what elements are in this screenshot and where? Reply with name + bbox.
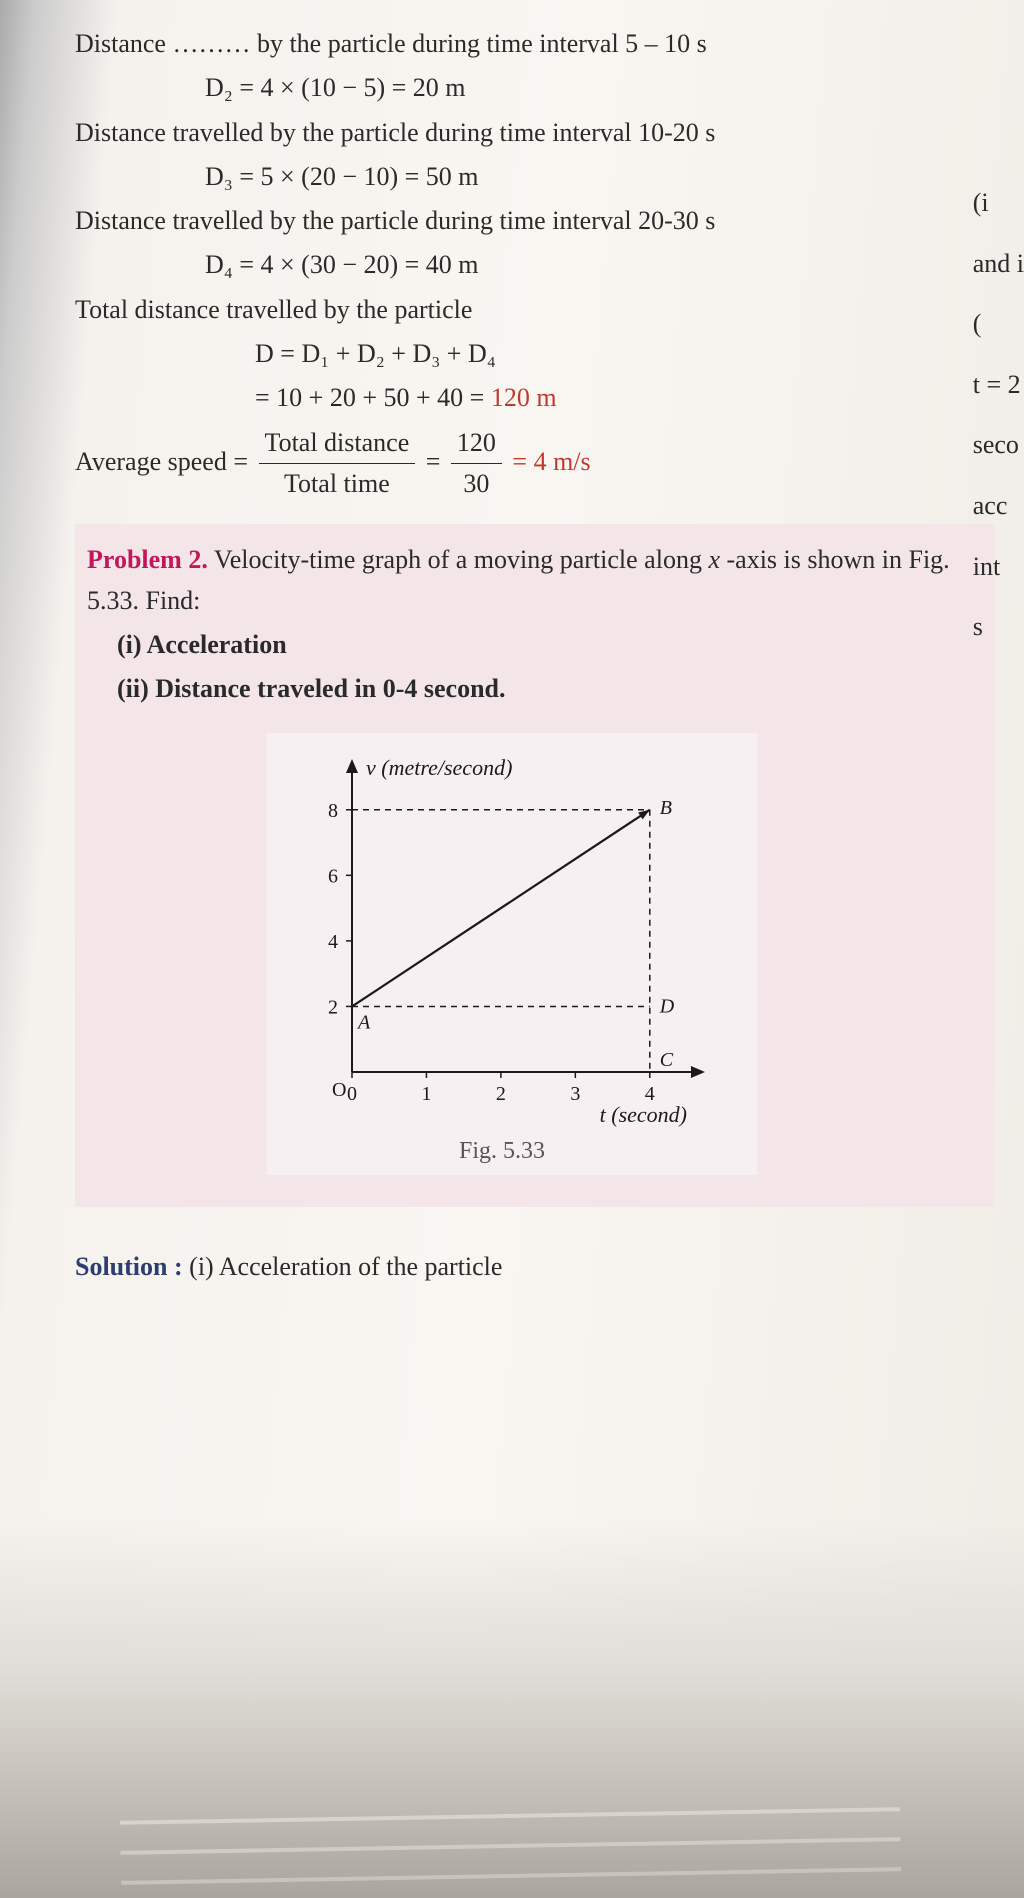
svg-text:0: 0: [347, 1083, 357, 1105]
avg-fraction-1: Total distance Total time: [259, 423, 416, 505]
svg-text:2: 2: [496, 1083, 506, 1105]
right-fragment: (: [973, 297, 1024, 352]
svg-text:C: C: [660, 1049, 674, 1071]
svg-text:t (second): t (second): [600, 1102, 687, 1127]
problem-block: Problem 2. Velocity-time graph of a movi…: [75, 524, 994, 1207]
problem-item-ii: (ii) Distance traveled in 0-4 second.: [117, 669, 982, 709]
right-fragment: int: [973, 540, 1024, 595]
problem-item-i: (i) Acceleration: [117, 625, 982, 665]
velocity-time-chart: 012342468ABCDOv (metre/second)t (second)…: [267, 733, 757, 1175]
avg-label: Average speed =: [75, 446, 255, 475]
avg-mid: =: [426, 446, 447, 475]
svg-text:6: 6: [328, 866, 338, 888]
eq-total2-result: 120 m: [491, 383, 557, 412]
figure-caption: Fig. 5.33: [287, 1138, 717, 1165]
right-fragment: acc: [973, 479, 1024, 534]
svg-text:8: 8: [328, 800, 338, 822]
right-fragment: s: [973, 600, 1024, 655]
right-fragment: t = 2: [973, 358, 1024, 413]
problem-statement: Problem 2. Velocity-time graph of a movi…: [87, 540, 982, 621]
svg-text:1: 1: [421, 1083, 431, 1105]
svg-text:O: O: [332, 1079, 346, 1101]
solution-line: Solution : (i) Acceleration of the parti…: [75, 1247, 994, 1287]
average-speed-line: Average speed = Total distance Total tim…: [75, 423, 994, 505]
chart-svg: 012342468ABCDOv (metre/second)t (second): [287, 747, 717, 1127]
right-fragment: (i: [973, 176, 1024, 231]
problem-var-x: x: [708, 545, 720, 574]
problem-label: Problem 2.: [87, 545, 208, 574]
intro-d3: Distance travelled by the particle durin…: [75, 113, 994, 153]
svg-text:A: A: [356, 1012, 371, 1034]
equation-total-2: = 10 + 20 + 50 + 40 = 120 m: [255, 378, 994, 418]
avg-frac2-den: 30: [451, 464, 502, 504]
svg-text:B: B: [660, 797, 672, 819]
avg-fraction-2: 120 30: [451, 423, 502, 505]
eq-total2-prefix: = 10 + 20 + 50 + 40 =: [255, 383, 491, 412]
total-intro: Total distance travelled by the particle: [75, 290, 994, 330]
equation-total-1: D = D₁ + D₂ + D₃ + D₄: [255, 334, 994, 374]
book-page-edge: [0, 1518, 1024, 1898]
avg-result: = 4 m/s: [512, 446, 590, 475]
avg-frac2-num: 120: [451, 423, 502, 464]
svg-text:3: 3: [570, 1083, 580, 1105]
svg-text:2: 2: [328, 997, 338, 1019]
intro-d4: Distance travelled by the particle durin…: [75, 201, 994, 241]
right-fragment: and i: [973, 237, 1024, 292]
right-page-fragments: (i and i( t = 2seco acc ints: [973, 170, 1024, 661]
solution-label: Solution :: [75, 1252, 183, 1281]
equation-d4: D₄ = 4 × (30 − 20) = 40 m: [205, 245, 994, 285]
solution-text: (i) Acceleration of the particle: [189, 1252, 502, 1281]
problem-text-a: Velocity-time graph of a moving particle…: [214, 545, 709, 574]
svg-text:D: D: [659, 996, 675, 1018]
avg-frac1-num: Total distance: [259, 423, 416, 464]
avg-frac1-den: Total time: [259, 464, 416, 504]
partial-top-line: Distance ……… by the particle during time…: [75, 24, 994, 64]
equation-d2: D₂ = 4 × (10 − 5) = 20 m: [205, 68, 994, 108]
equation-d3: D₃ = 5 × (20 − 10) = 50 m: [205, 157, 994, 197]
right-fragment: seco: [973, 418, 1024, 473]
svg-text:v (metre/second): v (metre/second): [366, 755, 512, 780]
textbook-page: Distance ……… by the particle during time…: [0, 0, 1024, 1898]
svg-text:4: 4: [328, 931, 338, 953]
